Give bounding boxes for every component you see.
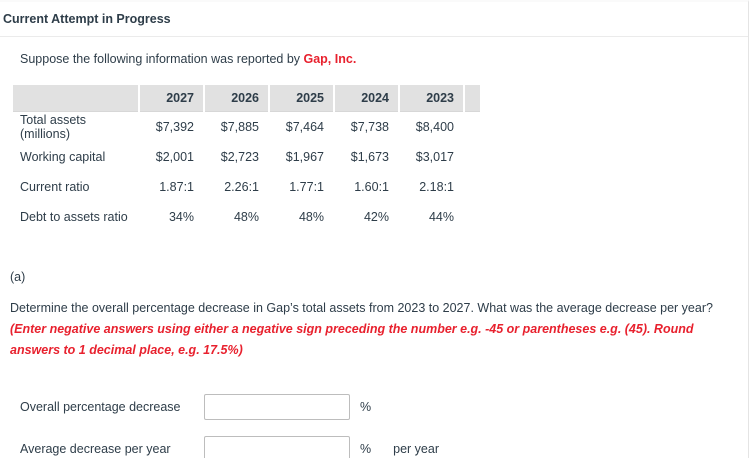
- table-row-working-capital: Working capital $2,001 $2,723 $1,967 $1,…: [13, 142, 480, 172]
- cell-value: $1,967: [285, 150, 324, 164]
- percent-suffix: %: [360, 400, 372, 414]
- year-header-2026: 2026: [205, 85, 268, 112]
- row-label: Current ratio: [20, 180, 90, 194]
- year-header-2024: 2024: [335, 85, 398, 112]
- table-row-total-assets: Total assets (millions) $7,392 $7,885 $7…: [13, 112, 480, 142]
- year-header-2025: 2025: [270, 85, 333, 112]
- cell-value: $7,738: [350, 120, 389, 134]
- cell-value: $3,017: [415, 150, 454, 164]
- year-header-2023: 2023: [400, 85, 463, 112]
- corner-header-cell: [13, 85, 138, 112]
- question-text: Determine the overall percentage decreas…: [10, 298, 742, 361]
- cell-value: 48%: [298, 210, 324, 224]
- cell-value: 1.77:1: [289, 180, 324, 194]
- trailing-header-cell: [465, 85, 480, 112]
- cell-value: $2,723: [220, 150, 259, 164]
- cell-value: $1,673: [350, 150, 389, 164]
- panel-title: Current Attempt in Progress: [3, 12, 171, 26]
- cell-value: 1.60:1: [354, 180, 389, 194]
- cell-value: 44%: [428, 210, 454, 224]
- overall-percentage-input[interactable]: [204, 394, 350, 420]
- table-row-current-ratio: Current ratio 1.87:1 2.26:1 1.77:1 1.60:…: [13, 172, 480, 202]
- year-header-2027: 2027: [140, 85, 203, 112]
- panel-header: Current Attempt in Progress: [0, 2, 748, 37]
- cell-value: 48%: [233, 210, 259, 224]
- table-header-row: 2027 2026 2025 2024 2023: [13, 85, 480, 112]
- company-name: Gap, Inc.: [303, 52, 357, 66]
- answer-label-overall: Overall percentage decrease: [20, 400, 181, 414]
- cell-value: 34%: [168, 210, 194, 224]
- table-row-debt-to-assets: Debt to assets ratio 34% 48% 48% 42% 44%: [13, 202, 480, 232]
- per-year-suffix: per year: [393, 442, 439, 456]
- cell-value: $7,885: [220, 120, 259, 134]
- average-decrease-input[interactable]: [204, 436, 350, 458]
- cell-value: $2,001: [155, 150, 194, 164]
- cell-value: 2.26:1: [224, 180, 259, 194]
- row-label: Total assets (millions): [20, 113, 87, 141]
- answer-label-average: Average decrease per year: [20, 442, 171, 456]
- answer-instructions: (Enter negative answers using either a n…: [10, 322, 694, 357]
- cell-value: 42%: [363, 210, 389, 224]
- intro-prefix: Suppose the following information was re…: [20, 52, 304, 66]
- cell-value: 1.87:1: [159, 180, 194, 194]
- part-a-label: (a): [10, 270, 26, 284]
- row-label: Working capital: [20, 150, 106, 164]
- cell-value: 2.18:1: [419, 180, 454, 194]
- answer-row-overall: Overall percentage decrease %: [20, 394, 748, 420]
- financial-data-table: 2027 2026 2025 2024 2023 Total assets (m…: [11, 85, 482, 232]
- cell-value: $8,400: [415, 120, 454, 134]
- row-label: Debt to assets ratio: [20, 210, 128, 224]
- answer-row-average: Average decrease per year % per year: [20, 436, 748, 458]
- cell-value: $7,464: [285, 120, 324, 134]
- question-body: Determine the overall percentage decreas…: [10, 301, 713, 315]
- cell-value: $7,392: [155, 120, 194, 134]
- intro-text: Suppose the following information was re…: [20, 52, 748, 66]
- percent-suffix: %: [360, 442, 372, 456]
